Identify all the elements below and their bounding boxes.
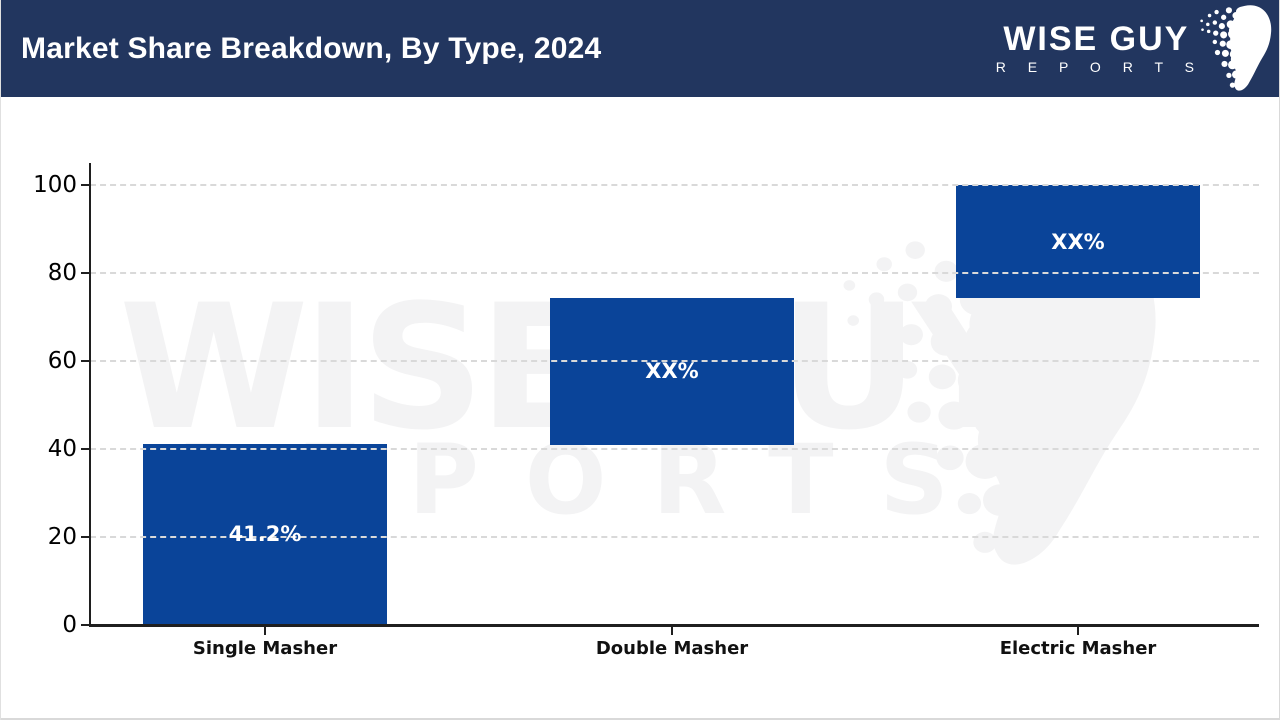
gridline-20: [90, 536, 1259, 538]
chart-title: Market Share Breakdown, By Type, 2024: [21, 31, 602, 65]
category-label: Electric Masher: [999, 638, 1157, 659]
gridline-80: [90, 272, 1259, 274]
y-tick: [81, 536, 90, 538]
logo-text: WISE GUY R E P O R T S: [990, 22, 1203, 75]
bar-0: [143, 443, 387, 625]
y-tick-label: 20: [47, 524, 77, 550]
y-axis-line: [89, 163, 91, 625]
x-tick: [671, 627, 673, 635]
logo-wordmark: WISE GUY: [1003, 20, 1190, 58]
y-tick: [81, 624, 90, 626]
x-tick: [264, 627, 266, 635]
category-label: Double Masher: [595, 638, 749, 659]
gridline-100: [90, 184, 1259, 186]
bar-value-label: XX%: [1051, 229, 1105, 254]
y-tick-label: 80: [47, 260, 77, 286]
y-tick-label: 60: [47, 348, 77, 374]
gridline-60: [90, 360, 1259, 362]
y-tick: [81, 360, 90, 362]
logo-subtitle: R E P O R T S: [995, 59, 1203, 75]
header-band: Market Share Breakdown, By Type, 2024 WI…: [1, 0, 1279, 97]
bar-1: [550, 298, 794, 445]
bar-value-label: 41.2%: [228, 522, 302, 547]
y-tick-label: 40: [47, 436, 77, 462]
y-tick: [81, 184, 90, 186]
category-label: Single Masher: [192, 638, 338, 659]
x-tick: [1077, 627, 1079, 635]
x-axis-line: [89, 624, 1259, 627]
y-tick: [81, 448, 90, 450]
wise-guy-reports-logo: WISE GUY R E P O R T S: [990, 4, 1279, 93]
y-tick: [81, 272, 90, 274]
bar-value-label: XX%: [645, 359, 699, 384]
y-tick-label: 100: [33, 172, 77, 198]
dotted-face-profile-icon: [1200, 4, 1272, 91]
gridline-40: [90, 448, 1259, 450]
footer-divider: [1, 718, 1279, 720]
y-tick-label: 0: [62, 612, 77, 638]
